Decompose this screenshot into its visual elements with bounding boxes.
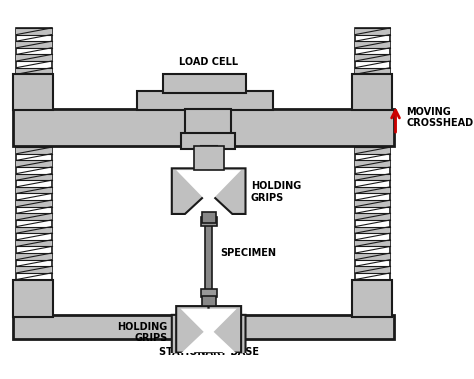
- Polygon shape: [17, 174, 52, 180]
- Bar: [137, 91, 273, 110]
- Polygon shape: [17, 306, 52, 313]
- Text: MOVING
CROSSHEAD: MOVING CROSSHEAD: [406, 106, 473, 128]
- Polygon shape: [17, 160, 52, 167]
- Polygon shape: [355, 94, 390, 101]
- Polygon shape: [17, 280, 52, 286]
- Polygon shape: [17, 94, 52, 101]
- Polygon shape: [17, 55, 52, 61]
- Polygon shape: [355, 280, 390, 286]
- Text: SPECIMEN: SPECIMEN: [220, 249, 276, 258]
- Bar: [13, 280, 54, 316]
- Polygon shape: [17, 200, 52, 207]
- Polygon shape: [17, 266, 52, 273]
- Polygon shape: [17, 213, 52, 220]
- Polygon shape: [355, 28, 390, 34]
- Polygon shape: [209, 315, 246, 361]
- Polygon shape: [172, 315, 209, 361]
- Polygon shape: [355, 240, 390, 246]
- Bar: [201, 288, 217, 297]
- Polygon shape: [17, 81, 52, 88]
- Polygon shape: [176, 306, 209, 352]
- Polygon shape: [17, 68, 52, 74]
- Polygon shape: [355, 253, 390, 260]
- Polygon shape: [176, 170, 241, 204]
- Polygon shape: [355, 187, 390, 193]
- Polygon shape: [355, 227, 390, 233]
- Bar: [201, 366, 216, 378]
- Polygon shape: [209, 306, 241, 352]
- Polygon shape: [355, 55, 390, 61]
- Polygon shape: [17, 28, 52, 34]
- Polygon shape: [355, 147, 390, 154]
- Polygon shape: [355, 81, 390, 88]
- Bar: [352, 74, 392, 110]
- Polygon shape: [17, 107, 52, 114]
- Polygon shape: [355, 160, 390, 167]
- Polygon shape: [17, 147, 52, 154]
- Polygon shape: [355, 107, 390, 114]
- Polygon shape: [355, 68, 390, 74]
- Bar: [163, 74, 246, 93]
- Polygon shape: [17, 134, 52, 141]
- Polygon shape: [176, 327, 241, 358]
- Bar: [355, 28, 390, 319]
- Bar: [201, 296, 216, 306]
- Polygon shape: [17, 253, 52, 260]
- Polygon shape: [355, 134, 390, 141]
- Polygon shape: [355, 266, 390, 273]
- Polygon shape: [181, 309, 237, 337]
- Polygon shape: [17, 121, 52, 127]
- Bar: [13, 315, 394, 340]
- Text: HOLDING
GRIPS: HOLDING GRIPS: [251, 181, 301, 203]
- Bar: [181, 133, 235, 149]
- Polygon shape: [355, 41, 390, 48]
- Polygon shape: [17, 41, 52, 48]
- Polygon shape: [355, 213, 390, 220]
- Bar: [17, 28, 52, 319]
- Polygon shape: [209, 168, 246, 214]
- Polygon shape: [355, 121, 390, 127]
- Text: HOLDING
GRIPS: HOLDING GRIPS: [117, 322, 167, 343]
- Polygon shape: [17, 227, 52, 233]
- Bar: [13, 109, 394, 146]
- Bar: [13, 74, 54, 110]
- Polygon shape: [17, 187, 52, 193]
- Bar: [194, 146, 224, 170]
- Bar: [201, 212, 216, 223]
- Polygon shape: [17, 240, 52, 246]
- Polygon shape: [355, 200, 390, 207]
- Polygon shape: [17, 293, 52, 299]
- Bar: [201, 146, 217, 171]
- Bar: [195, 352, 222, 366]
- Bar: [201, 218, 217, 226]
- Text: STATIONARY BASE: STATIONARY BASE: [159, 347, 259, 357]
- Bar: [185, 109, 230, 135]
- Polygon shape: [355, 306, 390, 313]
- Text: LOAD CELL: LOAD CELL: [179, 56, 238, 67]
- Polygon shape: [172, 168, 209, 214]
- Polygon shape: [355, 174, 390, 180]
- Bar: [192, 377, 225, 379]
- Polygon shape: [355, 293, 390, 299]
- Bar: [205, 221, 212, 291]
- Bar: [352, 280, 392, 316]
